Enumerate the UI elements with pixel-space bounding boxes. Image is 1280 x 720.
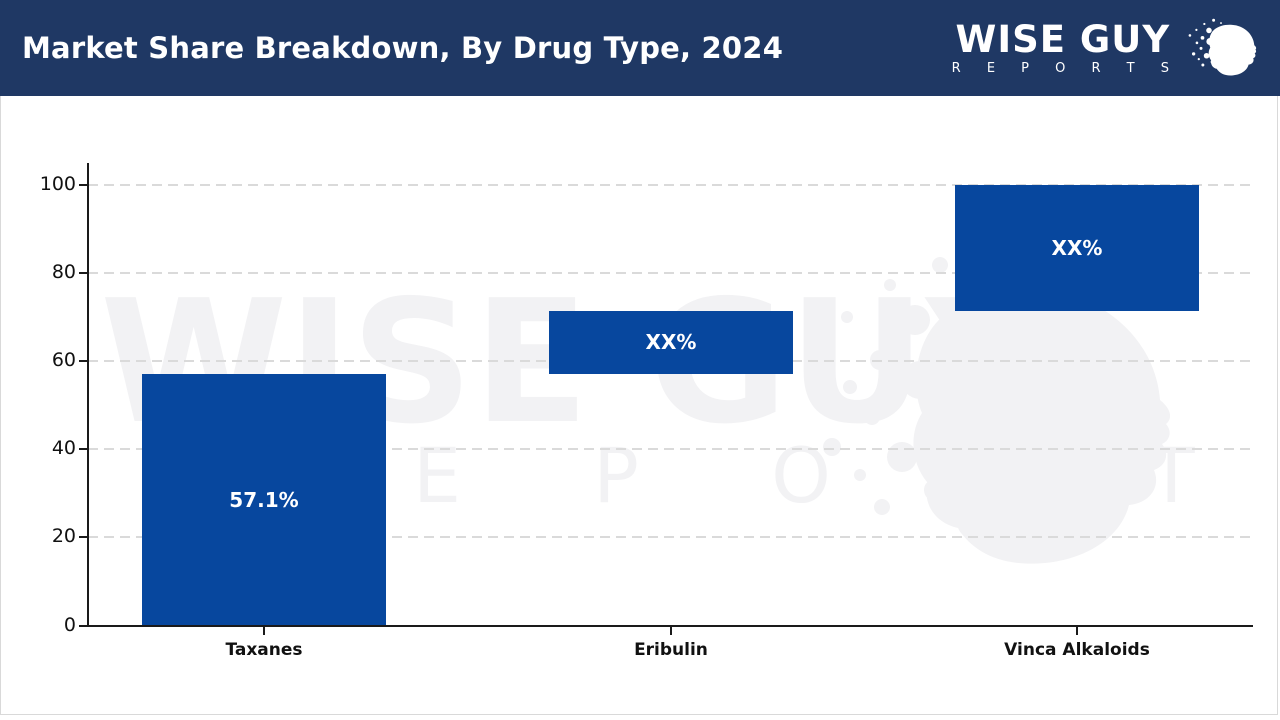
x-axis-tick (1076, 626, 1078, 635)
bar-taxanes: 57.1% (142, 373, 386, 626)
y-tick-label: 60 (51, 348, 76, 371)
x-axis-label-vinca-alkaloids: Vinca Alkaloids (1004, 640, 1150, 660)
x-axis-tick (670, 626, 672, 635)
logo-text: WISE GUY R E P O R T S (946, 21, 1180, 75)
y-tick-label: 40 (51, 437, 76, 460)
logo: WISE GUY R E P O R T S (946, 5, 1258, 91)
y-axis-tick (79, 536, 87, 539)
y-axis-tick (79, 448, 87, 451)
y-tick-label: 100 (39, 172, 76, 195)
x-axis-tick (263, 626, 265, 635)
bar-value-label: XX% (1051, 235, 1103, 260)
y-axis-tick (79, 359, 87, 362)
y-axis-tick (79, 271, 87, 274)
header: Market Share Breakdown, By Drug Type, 20… (0, 0, 1280, 96)
gridline (88, 536, 1252, 539)
bar-vinca-alkaloids: XX% (955, 184, 1199, 311)
y-tick-label: 20 (51, 525, 76, 548)
y-tick-label: 0 (63, 613, 76, 636)
y-axis-tick (79, 624, 87, 627)
logo-face-icon (1188, 18, 1257, 76)
bar-value-label: 57.1% (229, 487, 299, 512)
page-title: Market Share Breakdown, By Drug Type, 20… (22, 31, 784, 65)
x-axis-label-taxanes: Taxanes (225, 640, 303, 660)
x-axis-spine (87, 624, 1253, 627)
bar-value-label: XX% (645, 330, 697, 355)
gridline (88, 271, 1252, 274)
x-axis-label-eribulin: Eribulin (634, 640, 708, 660)
y-axis-spine (87, 163, 89, 627)
bar-eribulin: XX% (549, 310, 793, 374)
y-axis-tick (79, 183, 87, 186)
gridline (88, 183, 1252, 186)
logo-wordmark: WISE GUY (955, 18, 1171, 61)
logo-subtitle: R E P O R T S (951, 61, 1180, 76)
gridline (88, 448, 1252, 451)
y-tick-label: 80 (51, 260, 76, 283)
